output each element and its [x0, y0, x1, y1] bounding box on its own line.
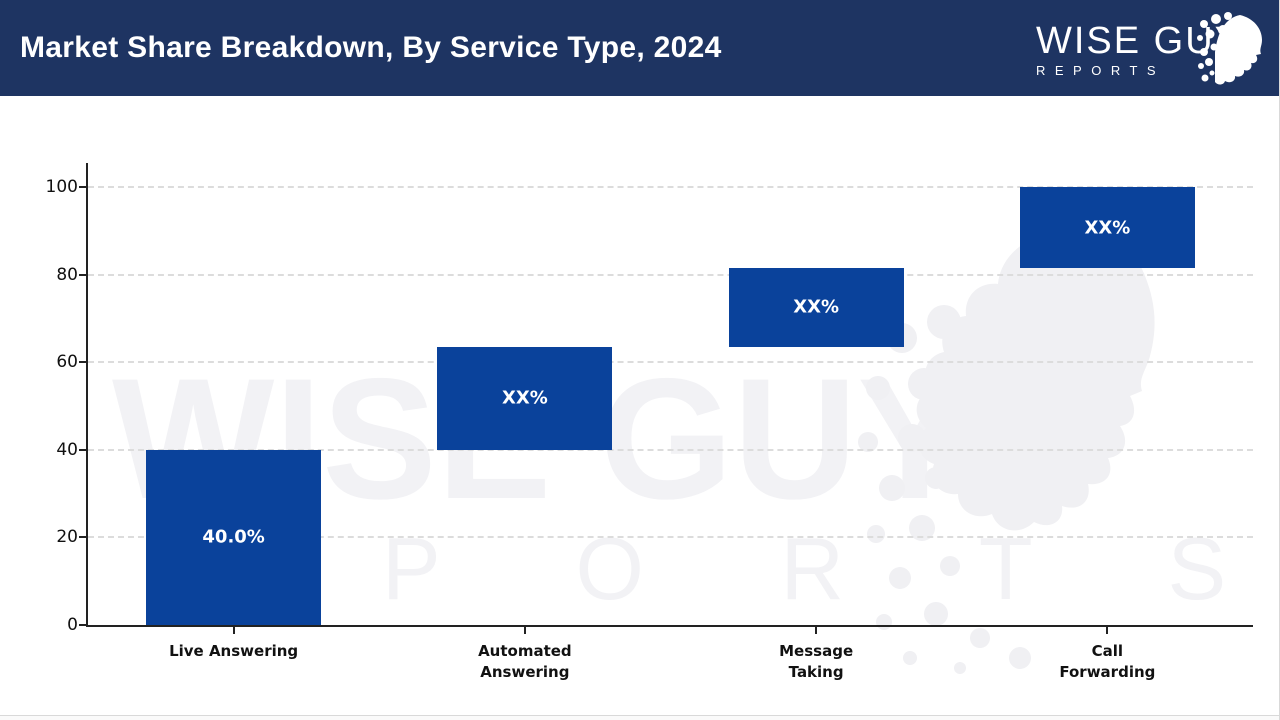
- y-tick-label: 60: [56, 352, 78, 373]
- x-tick-mark: [1106, 627, 1109, 634]
- brand-subtitle: REPORTS: [1036, 63, 1166, 78]
- y-tick-label: 100: [45, 177, 78, 197]
- bar: [437, 346, 613, 450]
- bottom-divider: [0, 715, 1279, 716]
- x-category-label: Live Answering: [159, 641, 309, 662]
- bar-value-label: 40.0%: [202, 526, 265, 548]
- bar-value-label: XX%: [501, 387, 548, 409]
- y-axis-line: [86, 163, 88, 627]
- bars-layer: 40.0% XX% XX% XX%: [0, 96, 1279, 715]
- y-tick-mark: [79, 448, 87, 451]
- y-tick-mark: [79, 361, 87, 364]
- y-tick-mark: [79, 624, 87, 626]
- bar: [146, 449, 322, 625]
- bar: [728, 268, 904, 347]
- brand-logo: WISE GUY REPORTS: [1006, 10, 1266, 88]
- y-tick-mark: [79, 536, 87, 539]
- x-tick-mark: [232, 627, 235, 634]
- y-tick-label: 0: [67, 615, 78, 635]
- x-category-label-text: Call Forwarding: [1059, 642, 1156, 681]
- header-bar: Market Share Breakdown, By Service Type,…: [0, 0, 1279, 96]
- x-tick-mark: [523, 627, 526, 634]
- axes-layer: 0 20 40 60 80 100 Live Answering Automated Answ…: [0, 96, 1279, 715]
- bar-value-label: XX%: [793, 296, 840, 318]
- y-tick-mark: [79, 273, 87, 276]
- y-tick-label: 20: [56, 527, 78, 548]
- x-tick-mark: [815, 627, 818, 634]
- y-tick-mark: [79, 186, 87, 188]
- x-category-label: Call Forwarding: [1032, 641, 1182, 683]
- y-tick-label: 80: [56, 264, 78, 285]
- y-gridline: [88, 536, 1253, 539]
- brand-logo-text: WISE GUY REPORTS: [1036, 22, 1242, 78]
- page-title: Market Share Breakdown, By Service Type,…: [20, 31, 722, 64]
- y-gridline: [88, 186, 1253, 188]
- y-gridline: [88, 273, 1253, 276]
- x-axis-line: [86, 625, 1253, 627]
- bottom-strip: [0, 716, 1279, 720]
- x-category-label: Message Taking: [741, 641, 891, 683]
- x-category-label-text: Automated Answering: [478, 642, 572, 681]
- brand-face-icon: [1197, 12, 1262, 85]
- gridline-layer: [0, 96, 1279, 715]
- y-gridline: [88, 361, 1253, 364]
- y-tick-label: 40: [56, 439, 78, 460]
- x-category-label-text: Message Taking: [779, 642, 854, 681]
- x-category-label: Automated Answering: [450, 641, 600, 683]
- x-category-label-text: Live Answering: [169, 642, 299, 660]
- y-gridline: [88, 448, 1253, 451]
- chart-plot-region: WISE GUY P O R T S 40.0% XX% XX% XX%: [0, 96, 1279, 715]
